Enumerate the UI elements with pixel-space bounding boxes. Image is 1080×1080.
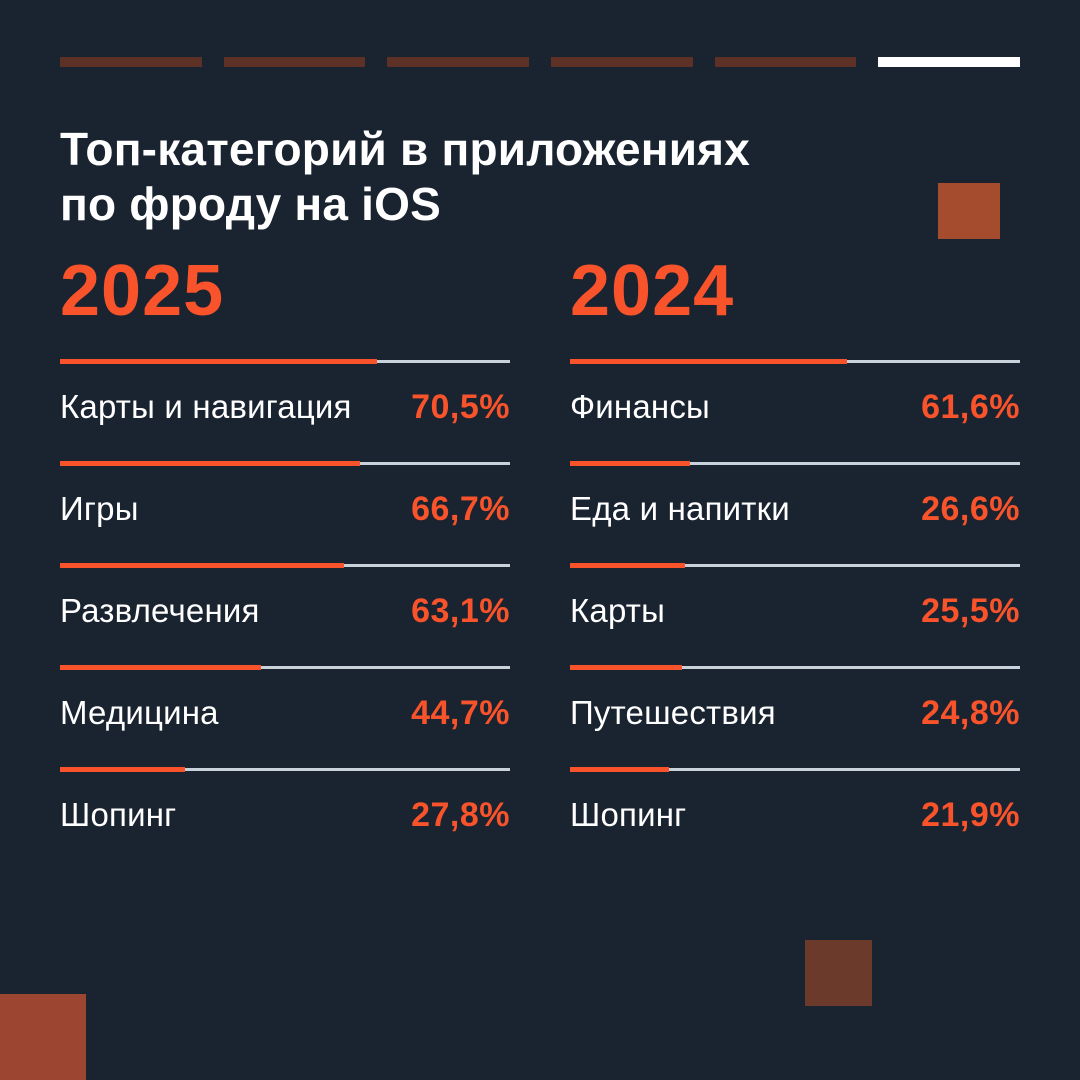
category-value: 21,9% [921,796,1020,834]
row-rule [570,665,1020,670]
row-rule [60,563,510,568]
column-2024: 2024 Финансы 61,6% Еда и напитки 26,6% Кар… [570,255,1020,869]
pagination-segment [714,57,857,67]
row-bar-fill [60,461,361,466]
chart-row: Еда и напитки 26,6% [570,461,1020,529]
decor-square-bottom-left [0,994,86,1080]
category-label: Шопинг [60,796,177,833]
row-rule [570,767,1020,772]
year-heading: 2025 [60,251,225,331]
column-2025: 2025 Карты и навигация 70,5% Игры 66,7% Ра… [60,255,510,869]
category-label: Карты [570,592,666,629]
page-title: Топ-категорий в приложениях по фроду на … [60,122,750,232]
row-bar-fill [60,563,344,568]
row-bar-fill [570,665,682,670]
year-heading: 2024 [570,251,735,331]
row-rule [60,359,510,364]
pagination-segment [551,57,693,67]
category-label: Финансы [570,388,710,425]
pagination-segments [60,57,1021,67]
pagination-segment [60,57,202,67]
rows-2025: Карты и навигация 70,5% Игры 66,7% Развлеч… [60,359,510,835]
category-label: Медицина [60,694,219,731]
category-label: Развлечения [60,592,260,629]
chart-row: Игры 66,7% [60,461,510,529]
pagination-segment [387,57,530,67]
row-bar-fill [570,563,685,568]
chart-columns: 2025 Карты и навигация 70,5% Игры 66,7% Ра… [60,255,1020,869]
chart-row: Медицина 44,7% [60,665,510,733]
chart-row: Путешествия 24,8% [570,665,1020,733]
pagination-segment [223,57,366,67]
row-bar-fill [570,359,848,364]
row-bar-fill [60,767,186,772]
chart-row: Шопинг 21,9% [570,767,1020,835]
category-label: Путешествия [570,694,776,731]
decor-square-top-right [938,183,1000,239]
category-label: Шопинг [570,796,687,833]
rows-2024: Финансы 61,6% Еда и напитки 26,6% Карты 25,… [570,359,1020,835]
category-label: Карты и навигация [60,388,352,425]
category-value: 61,6% [921,388,1020,426]
row-bar-fill [60,665,262,670]
chart-row: Финансы 61,6% [570,359,1020,427]
category-value: 66,7% [411,490,510,528]
row-rule [570,359,1020,364]
row-bar-fill [570,461,690,466]
row-bar-fill [60,359,378,364]
row-rule [570,461,1020,466]
category-label: Игры [60,490,139,527]
category-value: 27,8% [411,796,510,834]
chart-row: Развлечения 63,1% [60,563,510,631]
chart-row: Карты и навигация 70,5% [60,359,510,427]
row-bar-fill [570,767,669,772]
row-rule [570,563,1020,568]
category-value: 25,5% [921,592,1020,630]
chart-row: Шопинг 27,8% [60,767,510,835]
category-value: 24,8% [921,694,1020,732]
decor-square-bottom-mid [805,940,872,1006]
chart-row: Карты 25,5% [570,563,1020,631]
pagination-segment-active [878,57,1021,67]
category-value: 63,1% [411,592,510,630]
category-value: 70,5% [411,388,510,426]
page-title-line1: Топ-категорий в приложениях [60,123,751,175]
row-rule [60,461,510,466]
row-rule [60,767,510,772]
category-value: 26,6% [921,490,1020,528]
page-title-line2: по фроду на iOS [60,178,442,231]
category-label: Еда и напитки [570,490,790,527]
row-rule [60,665,510,670]
category-value: 44,7% [411,694,510,732]
